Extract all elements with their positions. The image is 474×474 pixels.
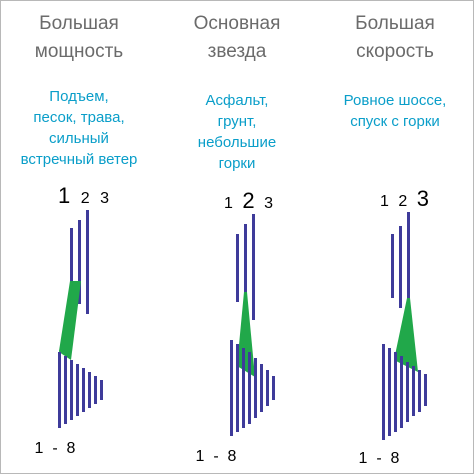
chainring-bar-1: [391, 234, 394, 298]
column-title: Большая скорость: [316, 10, 474, 66]
column-description: Ровное шоссе, спуск с горки: [316, 90, 474, 132]
desc-line: сильный: [49, 130, 109, 147]
sprocket-bar-7: [418, 370, 421, 412]
sprocket-bar-3: [242, 348, 245, 428]
title-line: Основная: [193, 13, 281, 34]
chainring-label-3: 3: [100, 190, 109, 207]
sprocket-bar-6: [260, 364, 263, 412]
chainring-label-2: 2: [398, 193, 408, 210]
chainring-label-1: 1: [380, 193, 389, 210]
chain-line: [59, 281, 73, 351]
chainring-bar-2: [78, 220, 81, 304]
desc-line: горки: [218, 155, 256, 172]
chainring-label-3: 3: [416, 186, 429, 211]
gear-column-main: Основная звезда Асфальт, грунт, небольши…: [158, 0, 316, 474]
sprocket-bar-5: [82, 368, 85, 412]
cassette-label: 1 - 8: [195, 448, 237, 465]
chainring-label-3: 3: [264, 195, 273, 212]
sprocket-bar-2: [64, 356, 67, 424]
title-line: Большая: [39, 13, 119, 34]
column-title: Большая мощность: [0, 10, 158, 66]
title-line: скорость: [356, 41, 434, 62]
column-description: Подъем, песок, трава, сильный встречный …: [0, 86, 158, 170]
column-description: Асфальт, грунт, небольшие горки: [158, 90, 316, 174]
sprocket-bar-1: [230, 340, 233, 436]
desc-line: небольшие: [197, 134, 277, 151]
chainring-label-1: 1: [58, 183, 71, 208]
cassette-label: 1 - 8: [358, 450, 400, 467]
sprocket-bar-4: [400, 356, 403, 428]
title-line: мощность: [34, 41, 124, 62]
sprocket-bar-6: [412, 366, 415, 416]
sprocket-bar-8: [272, 376, 275, 400]
sprocket-bar-7: [94, 376, 97, 404]
chainring-bar-2: [244, 224, 247, 310]
desc-line: грунт,: [217, 113, 257, 130]
sprocket-bar-8: [100, 380, 103, 400]
chainring-bar-3: [252, 214, 255, 320]
chainring-labels: 1 2 3: [224, 188, 273, 214]
title-line: звезда: [207, 41, 267, 62]
chainring-bar-3: [86, 210, 89, 314]
sprocket-bar-6: [88, 372, 91, 408]
sprocket-bar-7: [266, 370, 269, 406]
sprocket-bar-4: [248, 352, 251, 424]
chainring-labels: 1 2 3: [58, 183, 109, 209]
chain-fill: [394, 298, 418, 372]
cassette-label: 1 - 8: [34, 440, 76, 457]
gear-diagram-power: [58, 210, 103, 428]
chainring-bar-1: [236, 234, 239, 302]
sprocket-bar-1: [382, 344, 385, 440]
desc-line: Асфальт,: [205, 92, 269, 109]
chainring-bar-1: [70, 228, 73, 296]
sprocket-bar-2: [236, 344, 239, 432]
sprocket-bar-3: [70, 360, 73, 420]
desc-line: спуск с горки: [350, 113, 440, 130]
gear-diagram-main: [230, 214, 275, 436]
desc-line: встречный ветер: [20, 151, 138, 168]
chainring-label-2: 2: [242, 188, 255, 213]
chainring-label-2: 2: [80, 190, 90, 207]
chain-fill: [59, 281, 81, 360]
sprocket-bar-8: [424, 374, 427, 406]
gear-column-speed: Большая скорость Ровное шоссе, спуск с г…: [316, 0, 474, 474]
sprocket-bar-5: [254, 358, 257, 418]
chainring-bar-3: [407, 212, 410, 318]
gear-diagram-speed: [382, 212, 427, 440]
chainring-labels: 1 2 3: [380, 186, 429, 212]
sprocket-bar-4: [76, 364, 79, 416]
column-title: Основная звезда: [158, 10, 316, 66]
desc-line: песок, трава,: [33, 109, 125, 126]
chainring-bar-2: [399, 226, 402, 308]
sprocket-bar-1: [58, 352, 61, 428]
sprocket-bar-2: [388, 348, 391, 436]
sprocket-bar-5: [406, 362, 409, 422]
gear-column-power: Большая мощность Подъем, песок, трава, с…: [0, 0, 158, 474]
title-line: Большая: [355, 13, 435, 34]
sprocket-bar-3: [394, 352, 397, 432]
chainring-label-1: 1: [224, 195, 233, 212]
desc-line: Ровное шоссе,: [343, 92, 447, 109]
desc-line: Подъем,: [49, 88, 109, 105]
